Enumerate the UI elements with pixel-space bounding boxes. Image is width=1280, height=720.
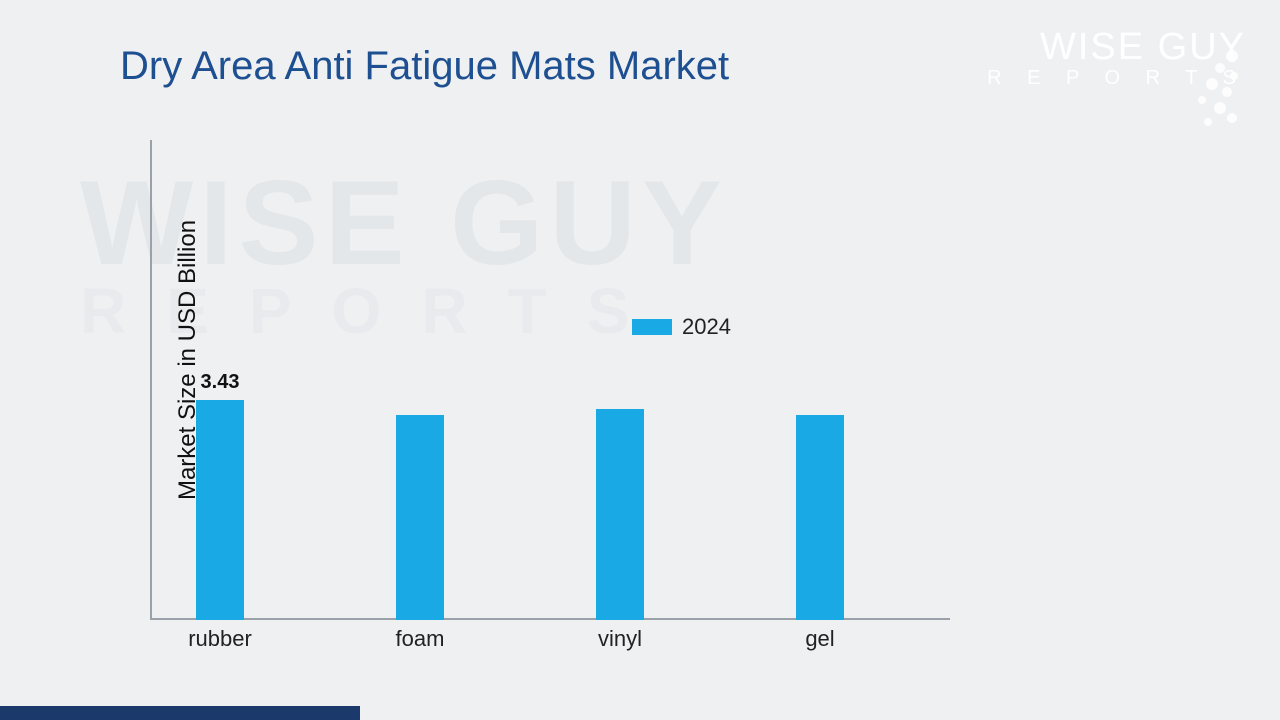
- brand-logo: WISE GUY R E P O R T S: [976, 26, 1246, 90]
- chart-title: Dry Area Anti Fatigue Mats Market: [120, 44, 729, 89]
- value-label: 3.43: [201, 371, 240, 394]
- category-label: gel: [740, 626, 900, 652]
- plot-area: rubber3.43foamvinylgel 2024: [150, 140, 950, 620]
- category-label: rubber: [140, 626, 300, 652]
- brand-dots-icon: [1172, 46, 1242, 136]
- legend-swatch: [632, 319, 672, 335]
- bar-foam: [396, 415, 444, 620]
- bar-rubber: [196, 400, 244, 620]
- stage: WISE GUY REPORTS Dry Area Anti Fatigue M…: [0, 0, 1280, 720]
- bar-vinyl: [596, 409, 644, 620]
- footer-bar: [0, 706, 360, 720]
- category-label: foam: [340, 626, 500, 652]
- legend-label: 2024: [682, 314, 731, 340]
- legend: 2024: [632, 314, 731, 340]
- y-axis: [150, 140, 152, 620]
- bar-gel: [796, 415, 844, 620]
- category-label: vinyl: [540, 626, 700, 652]
